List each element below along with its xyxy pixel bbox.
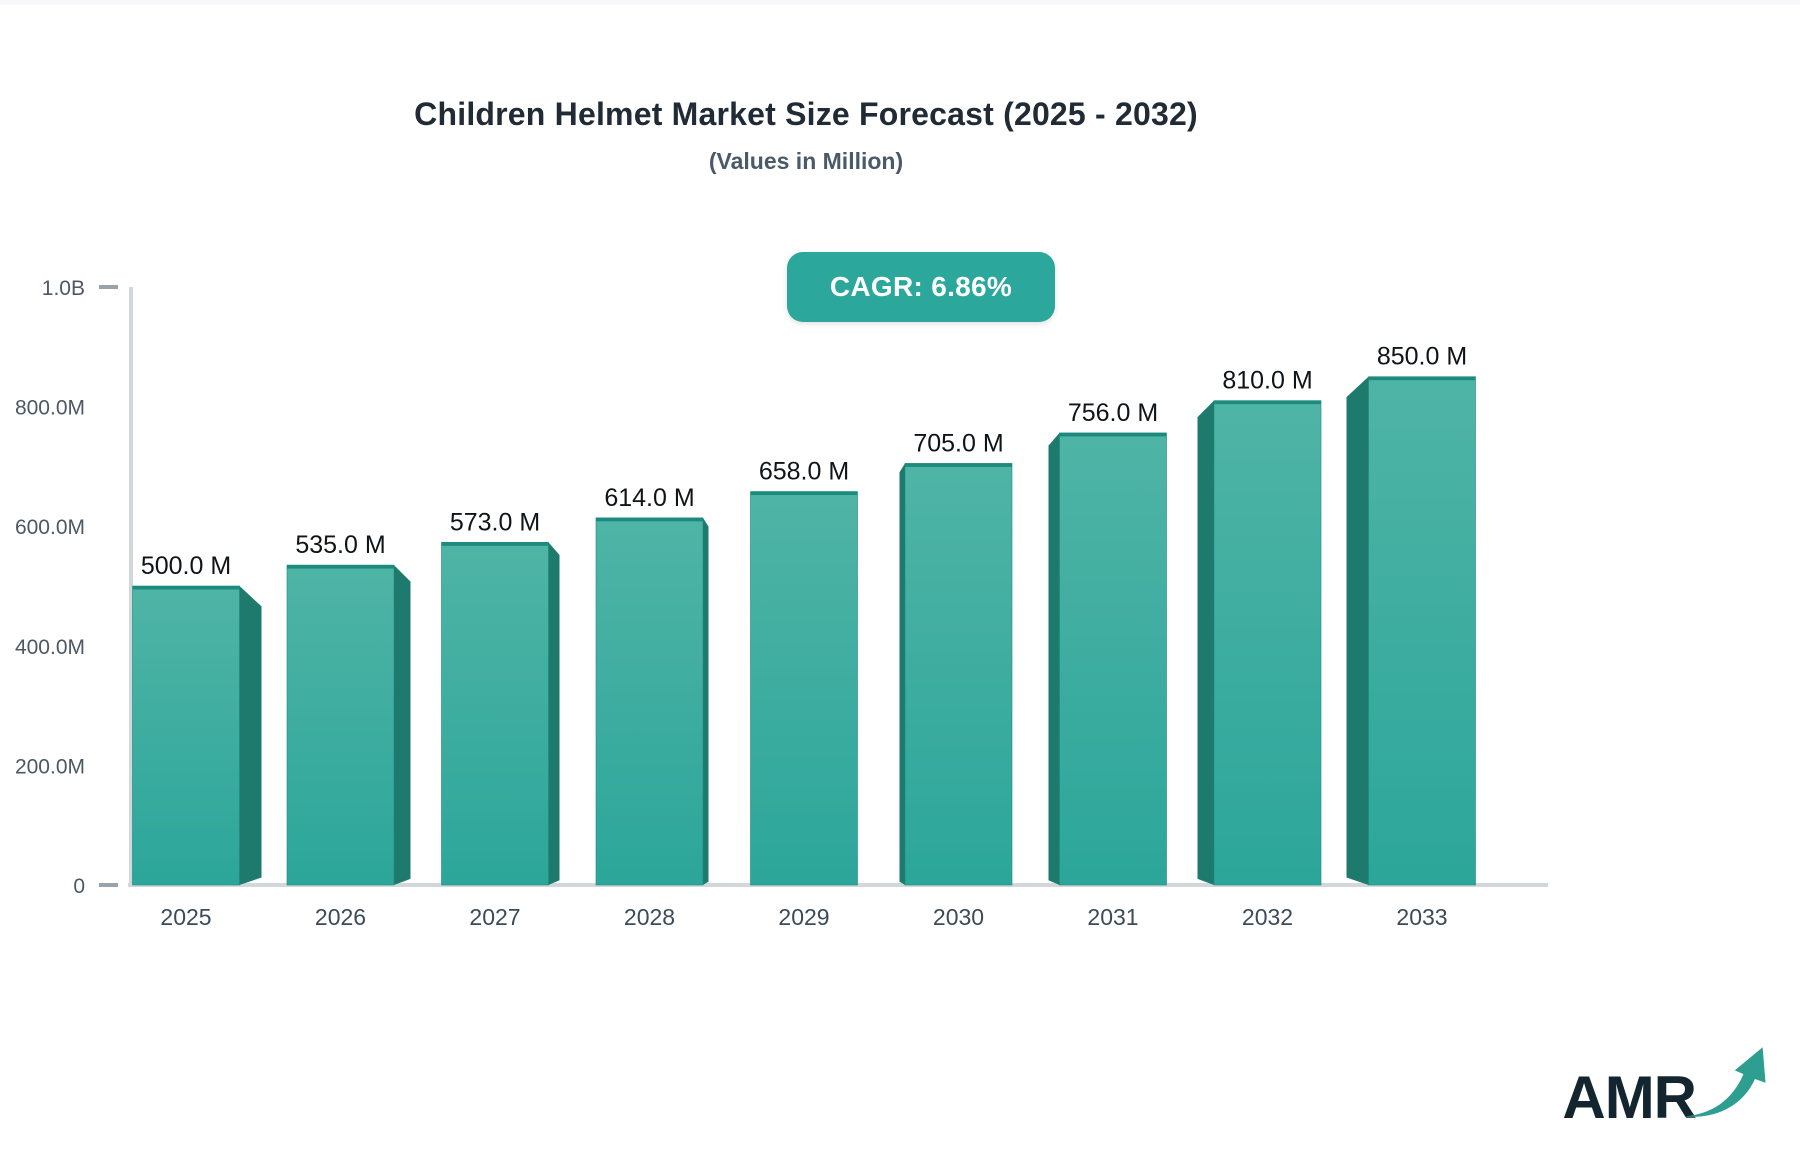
- bar-side-2027: [548, 542, 560, 885]
- amr-logo: AMR: [1562, 1030, 1778, 1128]
- bar-value-label: 705.0 M: [913, 429, 1003, 457]
- y-tick-label: 800.0M: [15, 397, 85, 420]
- bar-side-2032: [1197, 400, 1214, 885]
- bar-side-2031: [1048, 432, 1060, 885]
- bar-value-label: 658.0 M: [759, 458, 849, 486]
- x-tick-label: 2027: [469, 904, 520, 930]
- bar-side-2026: [394, 565, 411, 885]
- bar-2028: [595, 517, 704, 886]
- y-tick-label: 600.0M: [15, 516, 85, 539]
- x-tick-label: 2026: [315, 904, 366, 930]
- y-tick-label: 0: [73, 875, 85, 898]
- x-tick-label: 2030: [933, 904, 984, 930]
- bar-top-edge-2031: [1059, 432, 1167, 437]
- bar-side-2030: [899, 463, 905, 885]
- bar-value-label: 810.0 M: [1222, 367, 1312, 395]
- x-tick-label: 2029: [778, 904, 829, 930]
- bar-top-edge-2030: [905, 463, 1012, 467]
- chart-title: Children Helmet Market Size Forecast (20…: [414, 96, 1198, 132]
- bar-top-edge-2027: [441, 542, 549, 546]
- bar-2025: [132, 585, 240, 886]
- bar-2027: [441, 542, 549, 886]
- bar-2030: [904, 463, 1013, 886]
- bar-top-edge-2026: [287, 565, 394, 569]
- y-tick-label: 200.0M: [15, 755, 85, 778]
- x-tick-label: 2032: [1242, 904, 1293, 930]
- bar-top-edge-2025: [132, 586, 240, 590]
- bar-top-edge-2029: [750, 491, 858, 496]
- bar-side-2025: [239, 586, 262, 885]
- bar-2026: [286, 564, 395, 886]
- bar-value-label: 535.0 M: [295, 531, 385, 559]
- y-tick-label: 1.0B: [42, 277, 85, 300]
- bar-value-label: 614.0 M: [604, 484, 694, 512]
- bar-value-label: 850.0 M: [1377, 343, 1467, 371]
- bar-value-label: 500.0 M: [141, 552, 231, 580]
- x-tick-label: 2031: [1087, 904, 1138, 930]
- chart-subtitle: (Values in Million): [708, 148, 904, 174]
- y-tick-label: 400.0M: [15, 636, 85, 659]
- bar-value-label: 756.0 M: [1068, 399, 1158, 427]
- bar-2032: [1213, 400, 1322, 886]
- x-tick-label: 2028: [624, 904, 675, 930]
- bar-side-2033: [1346, 376, 1369, 885]
- x-tick-label: 2033: [1396, 904, 1447, 930]
- bar-top-edge-2032: [1214, 400, 1321, 405]
- bar-side-2028: [703, 517, 709, 885]
- bar-2031: [1059, 432, 1167, 886]
- page-top-strip: [0, 0, 1800, 5]
- logo-arrow-icon: [1683, 1047, 1766, 1117]
- bar-2033: [1368, 376, 1476, 886]
- bar-value-label: 573.0 M: [450, 508, 540, 536]
- bar-chart: 0 200.0M 400.0M 600.0M 800.0M 1.0B 500.0 M 2025…: [15, 277, 1548, 930]
- cagr-badge: CAGR: 6.86%: [787, 252, 1055, 322]
- bar-top-edge-2028: [596, 517, 703, 522]
- x-tick-label: 2025: [160, 904, 211, 930]
- amr-logo-text: AMR: [1562, 1064, 1697, 1131]
- cagr-badge-label: CAGR: 6.86%: [829, 271, 1013, 302]
- bar-2029: [750, 491, 858, 886]
- bar-top-edge-2033: [1368, 376, 1476, 381]
